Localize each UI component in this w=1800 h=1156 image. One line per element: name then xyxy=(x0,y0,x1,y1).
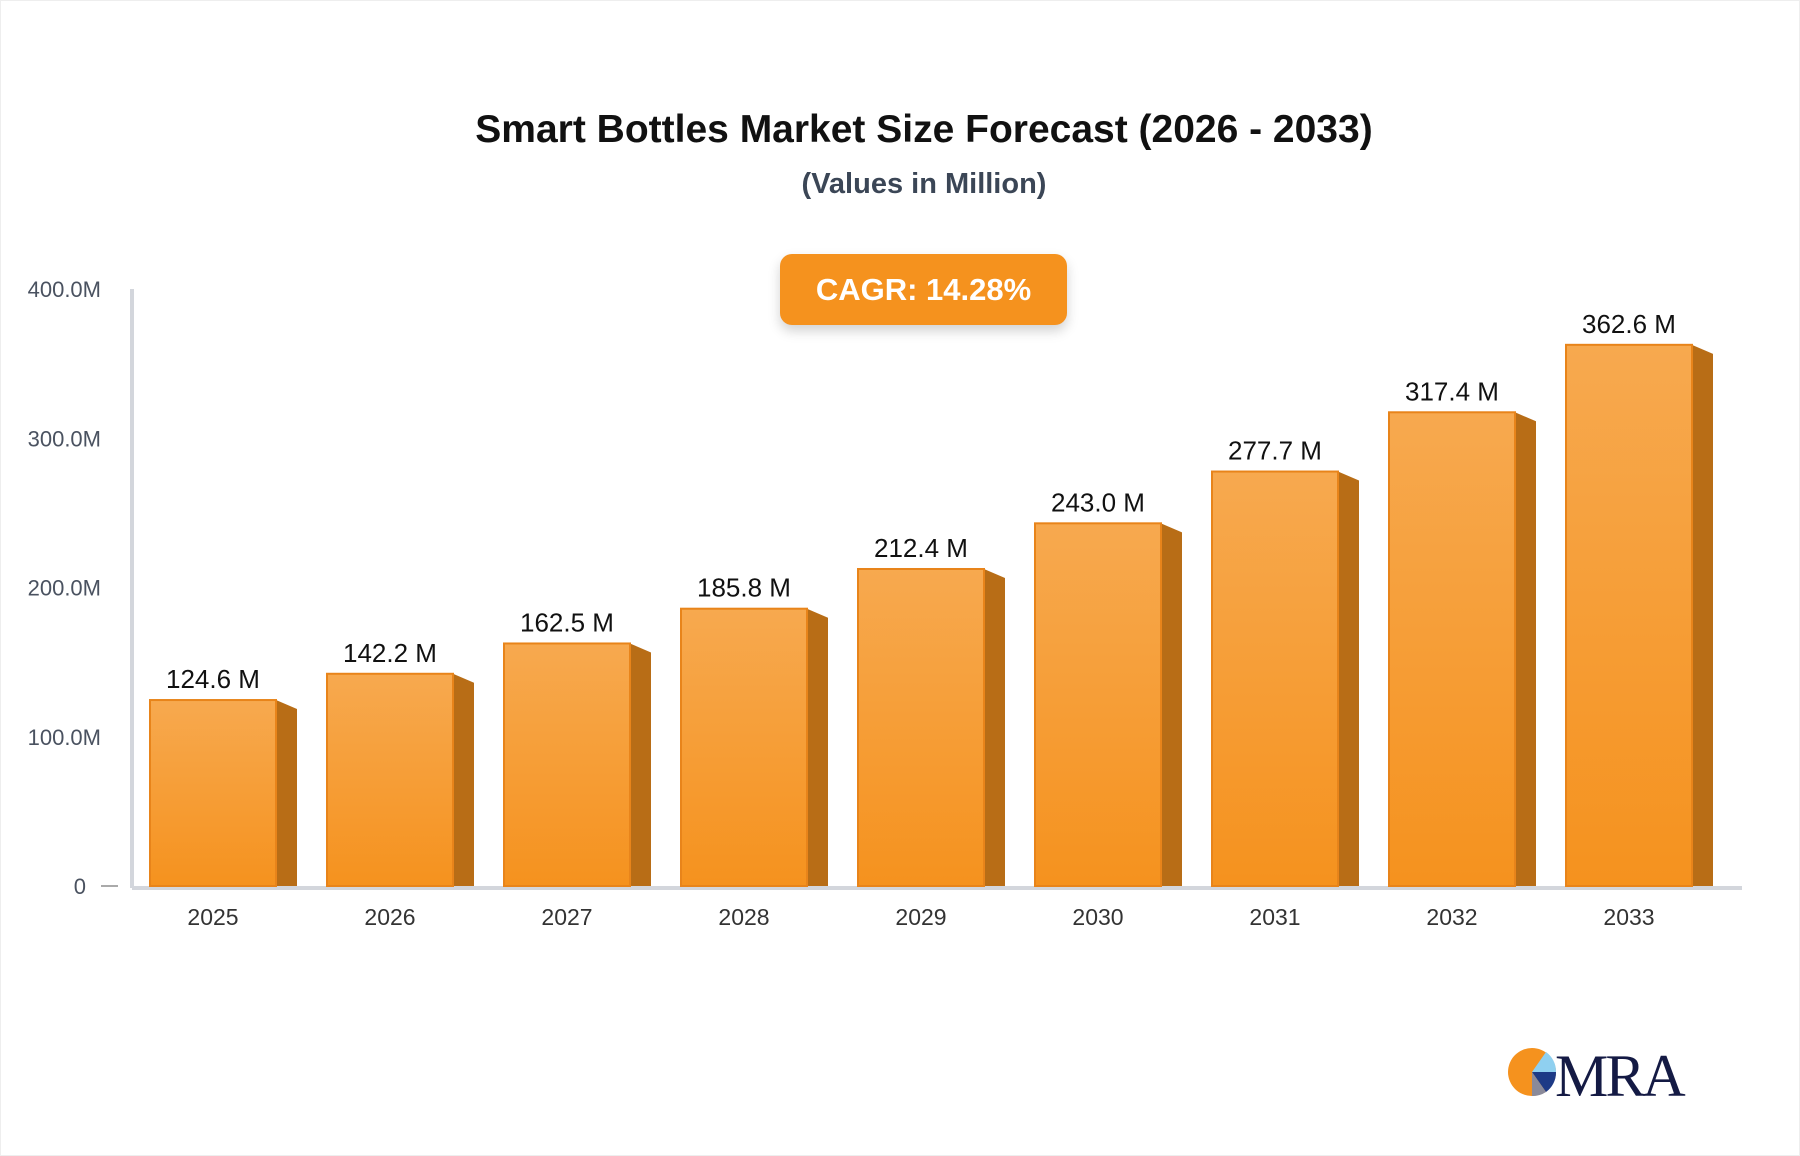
bar-side xyxy=(984,568,1005,886)
bar-group: 243.0 M 2030 xyxy=(1034,487,1182,930)
bar xyxy=(326,672,454,887)
y-tick-label: 300.0M xyxy=(28,426,101,451)
data-label: 277.7 M xyxy=(1228,436,1322,466)
x-tick-label: 2032 xyxy=(1426,904,1477,930)
bar-group: 317.4 M 2032 xyxy=(1388,376,1536,930)
bar-side xyxy=(453,673,474,886)
bar xyxy=(1388,411,1516,887)
bar-group: 162.5 M 2027 xyxy=(503,607,651,930)
bar xyxy=(149,699,277,887)
bar-group: 212.4 M 2029 xyxy=(857,533,1005,930)
y-tick-label: 200.0M xyxy=(28,576,101,601)
bar-group: 124.6 M 2025 xyxy=(149,664,297,930)
x-tick-label: 2028 xyxy=(718,904,769,930)
bar-group: 142.2 M 2026 xyxy=(326,638,474,930)
data-label: 162.5 M xyxy=(520,607,614,637)
x-tick-label: 2029 xyxy=(895,904,946,930)
bar xyxy=(680,607,808,887)
data-label: 185.8 M xyxy=(697,573,791,603)
bar-side xyxy=(630,643,651,886)
chart-title: Smart Bottles Market Size Forecast (2026… xyxy=(475,108,1373,151)
x-tick-label: 2025 xyxy=(187,904,238,930)
bar xyxy=(1565,343,1693,887)
bar-group: 277.7 M 2031 xyxy=(1211,436,1359,930)
svg-text:MRA: MRA xyxy=(1555,1043,1685,1109)
y-tick-label: 100.0M xyxy=(28,725,101,750)
data-label: 142.2 M xyxy=(343,638,437,668)
bar-side xyxy=(1161,523,1182,886)
data-label: 317.4 M xyxy=(1405,376,1499,406)
bar-group: 185.8 M 2028 xyxy=(680,573,828,930)
cagr-badge: CAGR: 14.28% xyxy=(780,254,1067,325)
chart-subtitle: (Values in Million) xyxy=(801,168,1047,200)
bar-side xyxy=(276,700,297,886)
data-label: 243.0 M xyxy=(1051,487,1145,517)
x-tick-label: 2031 xyxy=(1249,904,1300,930)
y-tick-label: 0 xyxy=(74,874,86,899)
x-tick-label: 2027 xyxy=(541,904,592,930)
bar-side xyxy=(1692,344,1713,887)
data-label: 362.6 M xyxy=(1582,309,1676,339)
data-label: 212.4 M xyxy=(874,533,968,563)
x-tick-label: 2026 xyxy=(364,904,415,930)
bar-side xyxy=(1515,412,1536,886)
y-tick-label: 400.0M xyxy=(28,277,101,302)
bar-group: 362.6 M 2033 xyxy=(1565,309,1713,930)
bar xyxy=(1211,470,1339,887)
x-tick-label: 2033 xyxy=(1603,904,1654,930)
bar xyxy=(503,642,631,887)
x-tick-label: 2030 xyxy=(1072,904,1123,930)
bar-side xyxy=(807,608,828,886)
bar xyxy=(1034,522,1162,887)
mra-logo: MRA xyxy=(1505,1040,1695,1110)
bar xyxy=(857,567,985,887)
mra-logo-graphic: MRA xyxy=(1508,1043,1688,1109)
bar-side xyxy=(1338,471,1359,886)
data-label: 124.6 M xyxy=(166,664,260,694)
